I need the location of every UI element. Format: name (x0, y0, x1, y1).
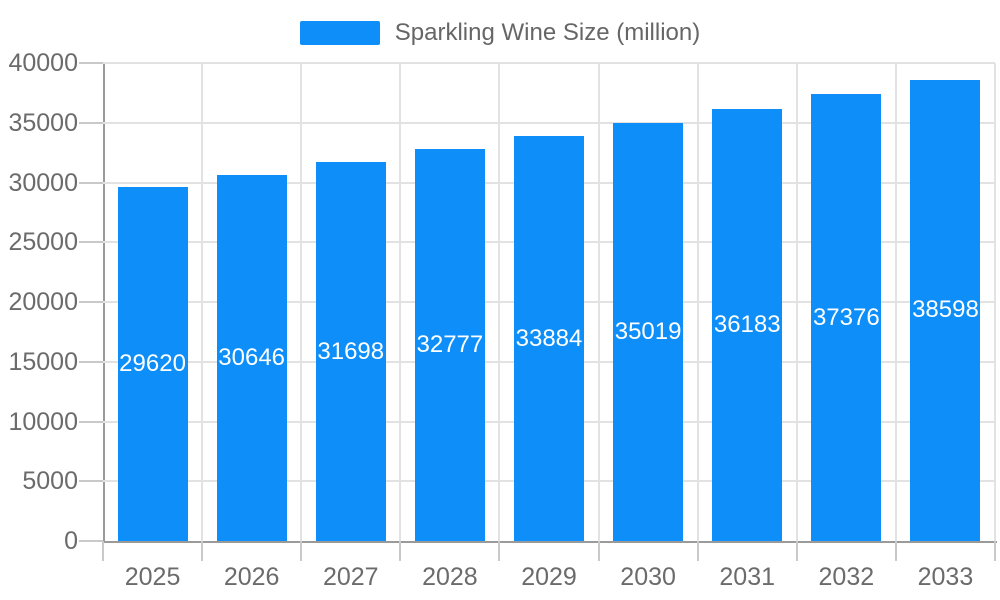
x-tick-mark (300, 541, 303, 561)
x-tick-mark (201, 541, 204, 561)
y-tick-mark (79, 360, 103, 363)
x-tick-mark (399, 541, 402, 561)
x-tick-mark (696, 541, 699, 561)
x-tick-label: 2029 (521, 563, 577, 591)
y-tick-mark (79, 540, 103, 542)
y-tick-mark (79, 121, 103, 124)
x-tick-label: 2027 (322, 563, 379, 591)
bar-value-label: 36183 (713, 310, 781, 338)
bar-value-label: 33884 (515, 324, 583, 352)
plot-area (103, 63, 997, 543)
bar[interactable]: 32777 (414, 149, 485, 541)
y-tick-label: 20000 (8, 288, 78, 316)
bar[interactable]: 35019 (613, 122, 684, 541)
bar-value-label: 30646 (218, 343, 286, 371)
x-tick-mark (102, 541, 104, 561)
bar-value-label: 35019 (614, 317, 682, 345)
bar[interactable]: 31698 (315, 162, 386, 541)
y-tick-label: 10000 (8, 407, 78, 436)
bar-value-label: 32777 (416, 331, 484, 359)
bar[interactable]: 36183 (712, 108, 783, 541)
x-tick-mark (894, 541, 897, 561)
y-tick-mark (79, 480, 103, 483)
y-tick-mark (79, 181, 103, 184)
x-tick-mark (498, 541, 501, 561)
y-tick-mark (79, 241, 103, 244)
bar[interactable]: 33884 (514, 136, 584, 541)
bar[interactable]: 38598 (910, 79, 981, 541)
y-tick-label: 40000 (8, 49, 78, 77)
bar-value-label: 31698 (317, 337, 385, 365)
bar[interactable]: 29620 (117, 187, 188, 541)
x-tick-label: 2032 (818, 563, 875, 591)
y-tick-label: 35000 (8, 108, 78, 137)
bar-value-label: 29620 (119, 350, 186, 377)
x-tick-label: 2031 (719, 563, 776, 591)
x-tick-label: 2030 (620, 563, 676, 591)
bar[interactable]: 30646 (216, 174, 287, 541)
x-tick-label: 2028 (422, 563, 478, 591)
x-tick-label: 2025 (124, 563, 181, 591)
legend-swatch-icon (299, 21, 380, 45)
bar-value-label: 37376 (812, 303, 880, 331)
x-tick-mark (994, 541, 996, 561)
y-tick-mark (79, 62, 103, 64)
bar[interactable]: 37376 (811, 94, 882, 541)
x-tick-label: 2033 (917, 563, 974, 591)
y-tick-mark (79, 420, 103, 423)
y-tick-label: 30000 (8, 168, 78, 197)
y-tick-label: 5000 (22, 467, 78, 496)
y-tick-label: 0 (64, 527, 78, 555)
legend-label: Sparkling Wine Size (million) (394, 19, 701, 46)
y-tick-label: 15000 (8, 347, 78, 376)
bar-value-label: 38598 (912, 296, 979, 324)
x-tick-label: 2026 (223, 563, 280, 591)
x-tick-mark (597, 541, 600, 561)
y-tick-label: 25000 (8, 228, 78, 257)
x-tick-mark (795, 541, 798, 561)
y-tick-mark (79, 301, 103, 303)
legend[interactable]: Sparkling Wine Size (million) (0, 18, 1000, 48)
